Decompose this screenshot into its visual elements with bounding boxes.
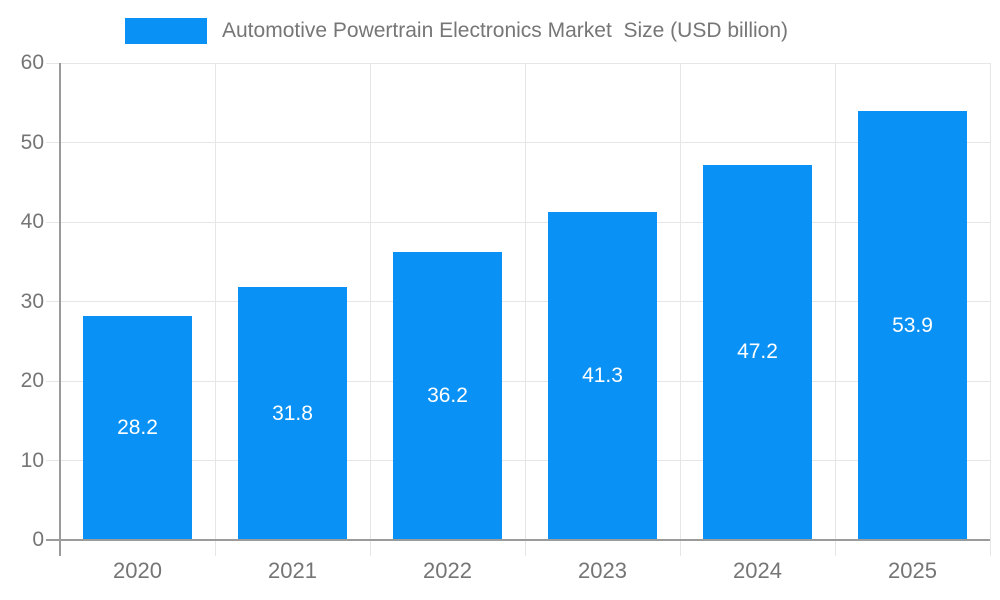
x-axis-label: 2022: [423, 558, 472, 583]
bar-value-label: 28.2: [117, 415, 158, 439]
y-axis-label: 60: [20, 51, 44, 74]
gridline-vertical: [524, 63, 526, 556]
gridline-vertical: [834, 63, 836, 556]
chart-legend: Automotive Powertrain Electronics Market…: [125, 18, 788, 44]
y-axis-label: 20: [20, 369, 44, 392]
legend-swatch: [125, 18, 207, 44]
gridline-horizontal: [46, 221, 990, 223]
x-axis-label: 2021: [268, 558, 317, 583]
gridline-horizontal: [46, 301, 990, 302]
bar-2025: 53.9: [858, 111, 967, 540]
gridline-horizontal: [46, 142, 990, 143]
x-axis-label: 2023: [578, 558, 627, 583]
bar-2021: 31.8: [238, 287, 347, 540]
gridline-horizontal: [46, 380, 990, 382]
bar-2023: 41.3: [548, 211, 657, 540]
gridline-horizontal: [46, 460, 990, 461]
gridline-vertical: [679, 63, 681, 556]
y-axis-line: [59, 63, 61, 556]
x-axis-label: 2025: [888, 558, 937, 583]
gridline-horizontal: [46, 62, 990, 64]
x-axis-line: [46, 539, 990, 541]
chart-title: Automotive Powertrain Electronics Market…: [222, 19, 789, 42]
gridline-vertical: [369, 63, 371, 556]
bar-value-label: 41.3: [582, 363, 623, 387]
y-axis-label: 40: [20, 210, 44, 233]
bar-2020: 28.2: [83, 315, 192, 540]
bar-value-label: 47.2: [737, 340, 778, 364]
y-axis-label: 10: [20, 448, 44, 472]
y-axis-label: 30: [20, 289, 44, 313]
gridline-vertical: [214, 63, 216, 556]
x-axis-label: 2024: [733, 558, 782, 583]
bar-value-label: 36.2: [427, 384, 468, 408]
y-axis-label: 50: [20, 130, 44, 154]
gridline-vertical: [989, 63, 991, 556]
x-axis-label: 2020: [113, 558, 162, 583]
y-axis-label: 0: [32, 528, 44, 551]
bar-2022: 36.2: [393, 252, 502, 540]
bar-value-label: 31.8: [272, 401, 313, 425]
bar-2024: 47.2: [703, 164, 812, 540]
bar-value-label: 53.9: [892, 313, 933, 337]
